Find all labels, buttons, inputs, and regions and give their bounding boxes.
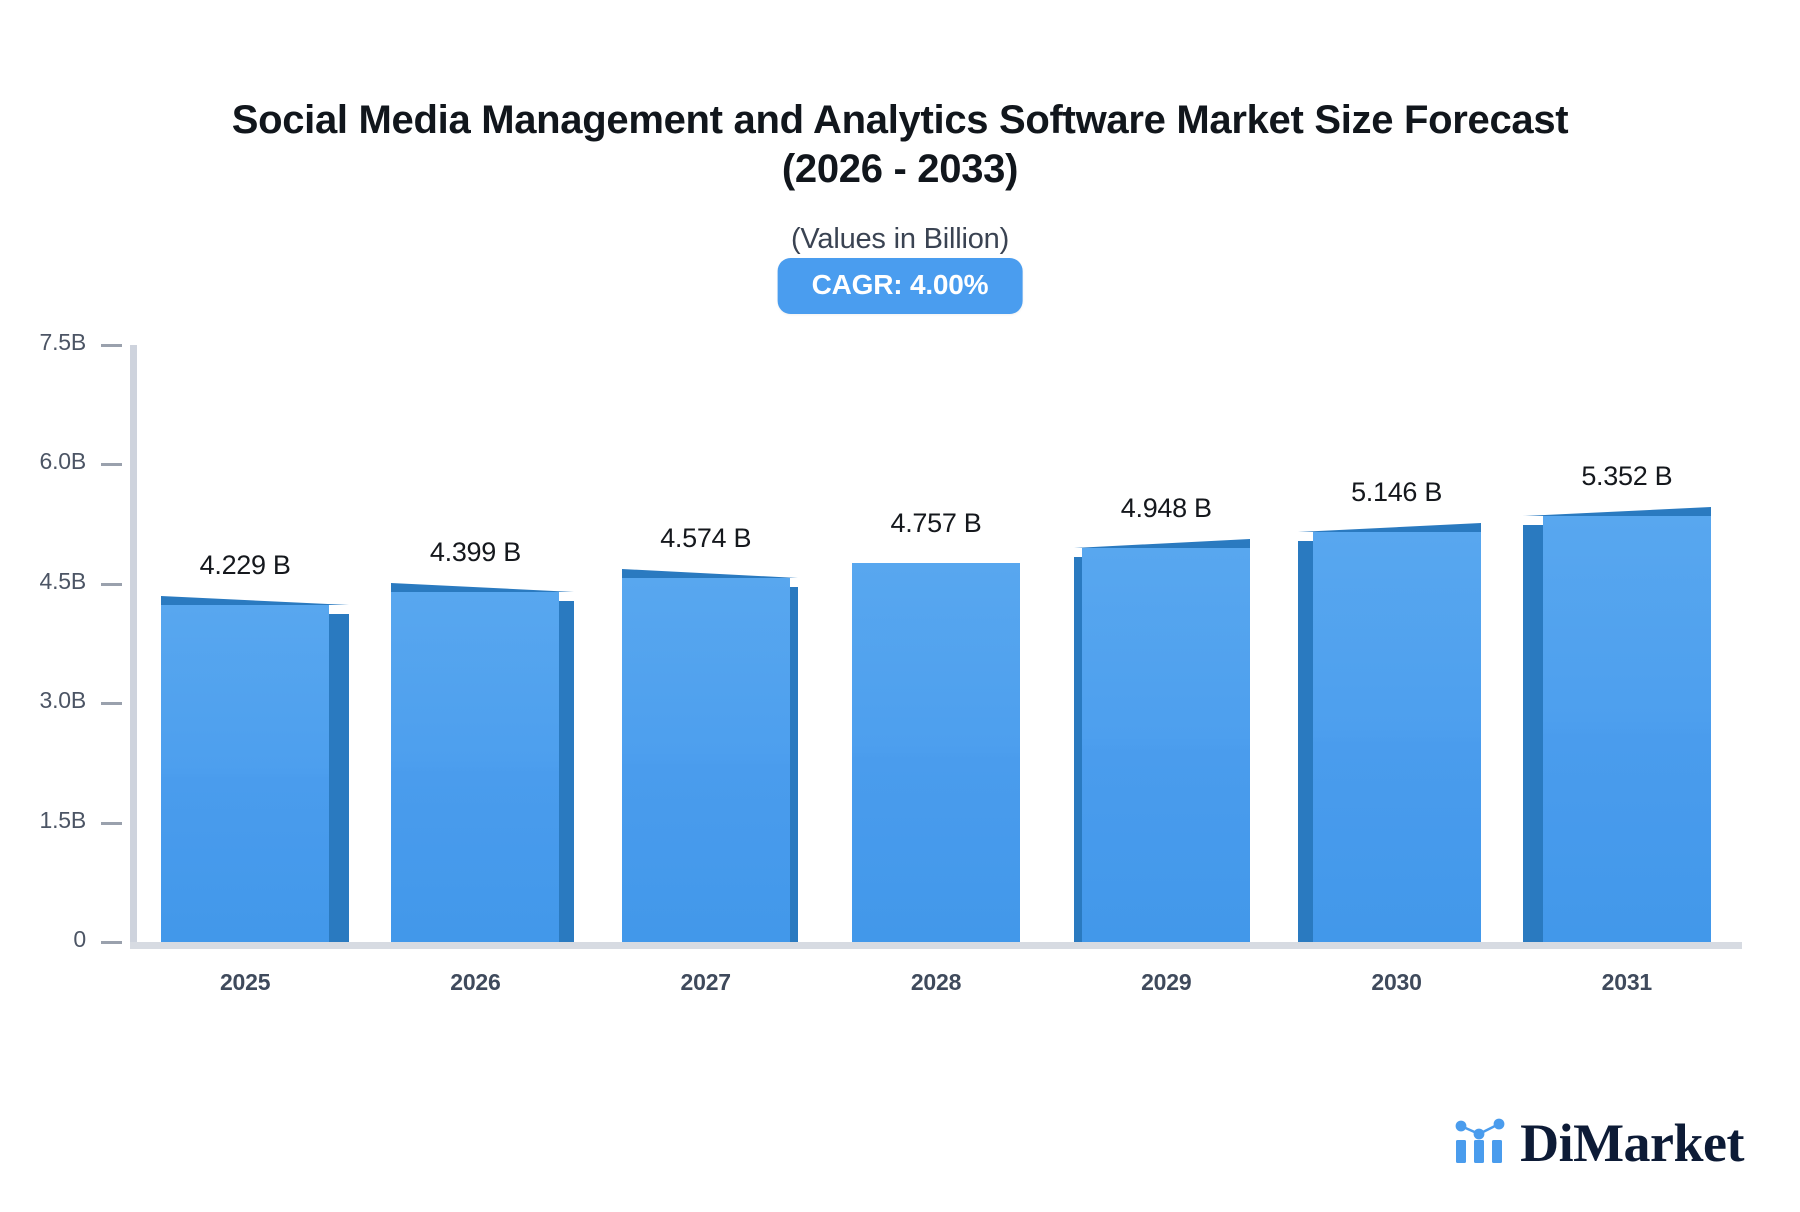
bar-value-label: 5.352 B (1581, 460, 1673, 491)
bar-top-face (1074, 539, 1251, 549)
x-axis-line (130, 942, 1742, 949)
y-axis-tick-label: 1.5B (39, 806, 86, 833)
bar[interactable] (852, 563, 1020, 942)
x-axis-tick-label: 2026 (450, 969, 501, 995)
y-axis-tick-label: 0 (73, 926, 86, 952)
x-axis-tick-label: 2027 (680, 969, 732, 995)
x-axis-tick-label: 2029 (1141, 969, 1192, 995)
bar[interactable] (621, 568, 798, 942)
chart-subtitle: (Values in Billion) (790, 223, 1010, 255)
bar[interactable] (1522, 506, 1711, 942)
bars-layer: 4.229 B 4.399 B 4.574 B 4.757 B 4.948 B 5.146… (130, 345, 1742, 942)
logo-text: DiMarket (1520, 1113, 1744, 1173)
bar-top-face (1297, 523, 1481, 533)
y-axis-tick-mark (101, 344, 122, 347)
bar-front-face (621, 577, 790, 942)
y-axis-tick-mark (101, 941, 122, 944)
bar-value-label: 4.229 B (199, 550, 291, 581)
bar-value-label: 4.399 B (429, 536, 521, 567)
y-axis-tick-mark (101, 463, 122, 467)
bar-side-face (1074, 557, 1083, 942)
bar-side-face (1297, 541, 1313, 942)
bar[interactable] (1297, 523, 1481, 942)
bar-side-face (559, 600, 575, 942)
y-axis-line (130, 345, 137, 942)
y-axis-tick-label: 4.5B (39, 567, 86, 594)
bar[interactable] (1074, 539, 1251, 942)
bar-side-face (329, 614, 350, 942)
plot-area: 4.229 B 4.399 B 4.574 B 4.757 B 4.948 B 5.146… (39, 329, 1742, 995)
bar-side-face (789, 586, 798, 942)
bar-chart-dots-icon (1454, 1117, 1506, 1170)
bar-top-face (1522, 506, 1711, 516)
bar-front-face (1082, 548, 1251, 942)
chart-title-block: Social Media Management and Analytics So… (0, 96, 1800, 194)
x-axis-tick-label: 2028 (910, 969, 962, 995)
y-axis-tick-mark (101, 821, 122, 825)
x-axis-tick-label: 2030 (1371, 969, 1422, 995)
bar-value-label: 4.574 B (660, 522, 752, 553)
bar-front-face (161, 605, 330, 942)
bar-value-label: 4.948 B (1120, 493, 1212, 524)
y-axis-tick-mark (101, 702, 122, 706)
y-axis-tick-label: 3.0B (39, 687, 86, 714)
bar-front-face (1542, 515, 1711, 942)
y-axis-tick-label: 6.0B (39, 448, 86, 475)
page-title: Social Media Management and Analytics So… (231, 98, 1569, 191)
bar[interactable] (391, 582, 575, 942)
bar-side-face (1522, 524, 1543, 942)
x-axis-tick-label: 2031 (1601, 969, 1653, 995)
y-axis-tick-label: 7.5B (39, 329, 86, 355)
y-axis-tick-mark (101, 582, 122, 586)
bar[interactable] (161, 596, 350, 942)
bar-value-label: 5.146 B (1351, 477, 1443, 508)
cagr-badge: CAGR: 4.00% (777, 258, 1023, 314)
bar-top-face (391, 582, 575, 592)
bar-value-label: 4.757 B (890, 508, 982, 539)
bar-top-face (161, 596, 350, 606)
x-axis-tick-label: 2025 (219, 969, 271, 995)
bar-front-face (1312, 532, 1481, 942)
bar-front-face (852, 563, 1020, 942)
bar-top-face (621, 568, 798, 578)
bar-front-face (391, 591, 560, 942)
dimarket-logo: DiMarket (1454, 1116, 1744, 1170)
